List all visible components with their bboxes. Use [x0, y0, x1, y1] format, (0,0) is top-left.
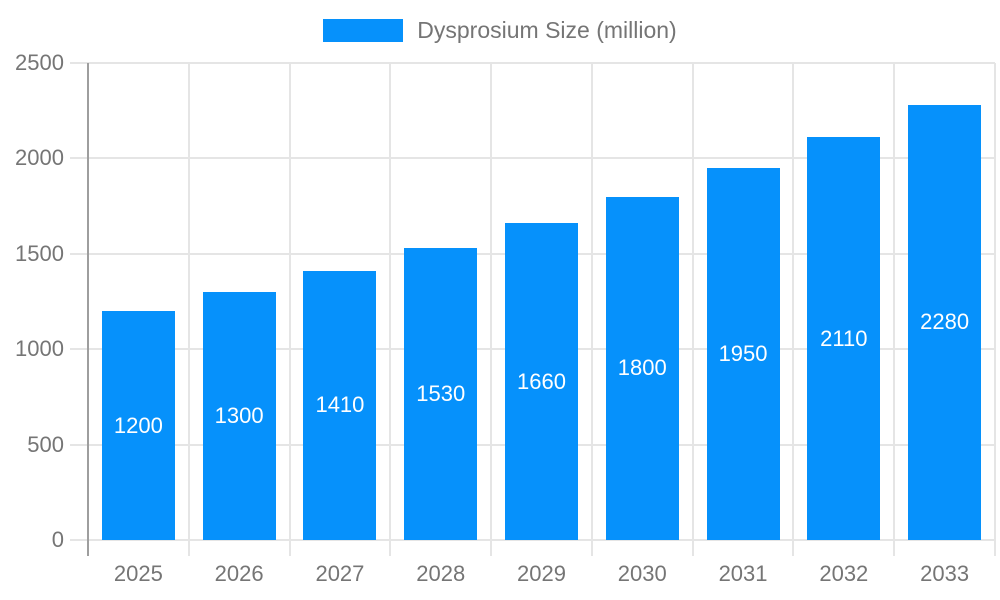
y-gridline [70, 62, 995, 64]
bar: 1800 [605, 196, 679, 540]
x-tick-label: 2028 [416, 561, 466, 586]
x-gridline [590, 63, 593, 556]
bar: 1300 [202, 291, 276, 540]
x-gridline [691, 63, 694, 556]
x-gridline [187, 63, 190, 556]
x-tick-label: 2027 [315, 561, 365, 586]
bar: 2280 [908, 104, 982, 540]
y-tick-label: 2500 [15, 50, 64, 75]
y-gridline [70, 157, 995, 160]
y-axis-line [87, 63, 89, 556]
bar-value-label: 2110 [820, 325, 868, 351]
bar-value-label: 1530 [416, 381, 466, 407]
y-gridline [70, 539, 995, 541]
plot-area: 0 500 1000 1500 2000 2500 1200 2025 1300 2026 1410… [15, 51, 996, 586]
bar-value-label: 2280 [920, 309, 970, 335]
x-gridline [792, 63, 795, 556]
legend-swatch [323, 19, 404, 42]
x-tick-label: 2025 [113, 561, 163, 586]
x-tick-label: 2033 [920, 561, 970, 586]
x-gridline [994, 63, 996, 556]
y-tick-label: 2000 [15, 145, 64, 171]
bar-value-label: 1800 [617, 355, 667, 381]
bar: 1200 [101, 311, 175, 540]
bar: 1660 [505, 223, 578, 540]
x-gridline [893, 63, 896, 556]
legend: Dysprosium Size (million) [0, 17, 1000, 44]
x-tick-label: 2026 [214, 561, 264, 586]
x-gridline [288, 63, 291, 556]
bar: 1950 [706, 167, 780, 540]
x-tick-label: 2032 [819, 561, 869, 586]
bar: 1410 [303, 270, 377, 540]
legend-label: Dysprosium Size (million) [417, 17, 677, 43]
bar-value-label: 1410 [315, 392, 365, 418]
x-tick-label: 2029 [517, 561, 566, 586]
y-tick-label: 0 [51, 527, 64, 552]
bar-value-label: 1950 [718, 340, 768, 366]
y-tick-label: 1500 [15, 240, 64, 266]
y-tick-label: 1000 [15, 336, 64, 362]
x-tick-label: 2031 [718, 561, 768, 586]
x-gridline [490, 63, 493, 556]
bar-value-label: 1200 [113, 412, 163, 438]
bar-value-label: 1660 [517, 368, 566, 394]
x-tick-label: 2030 [617, 561, 667, 586]
x-gridline [389, 63, 392, 556]
bar-value-label: 1300 [214, 402, 264, 428]
y-tick-label: 500 [27, 431, 64, 457]
bar: 2110 [807, 137, 881, 540]
bar: 1530 [404, 248, 478, 540]
